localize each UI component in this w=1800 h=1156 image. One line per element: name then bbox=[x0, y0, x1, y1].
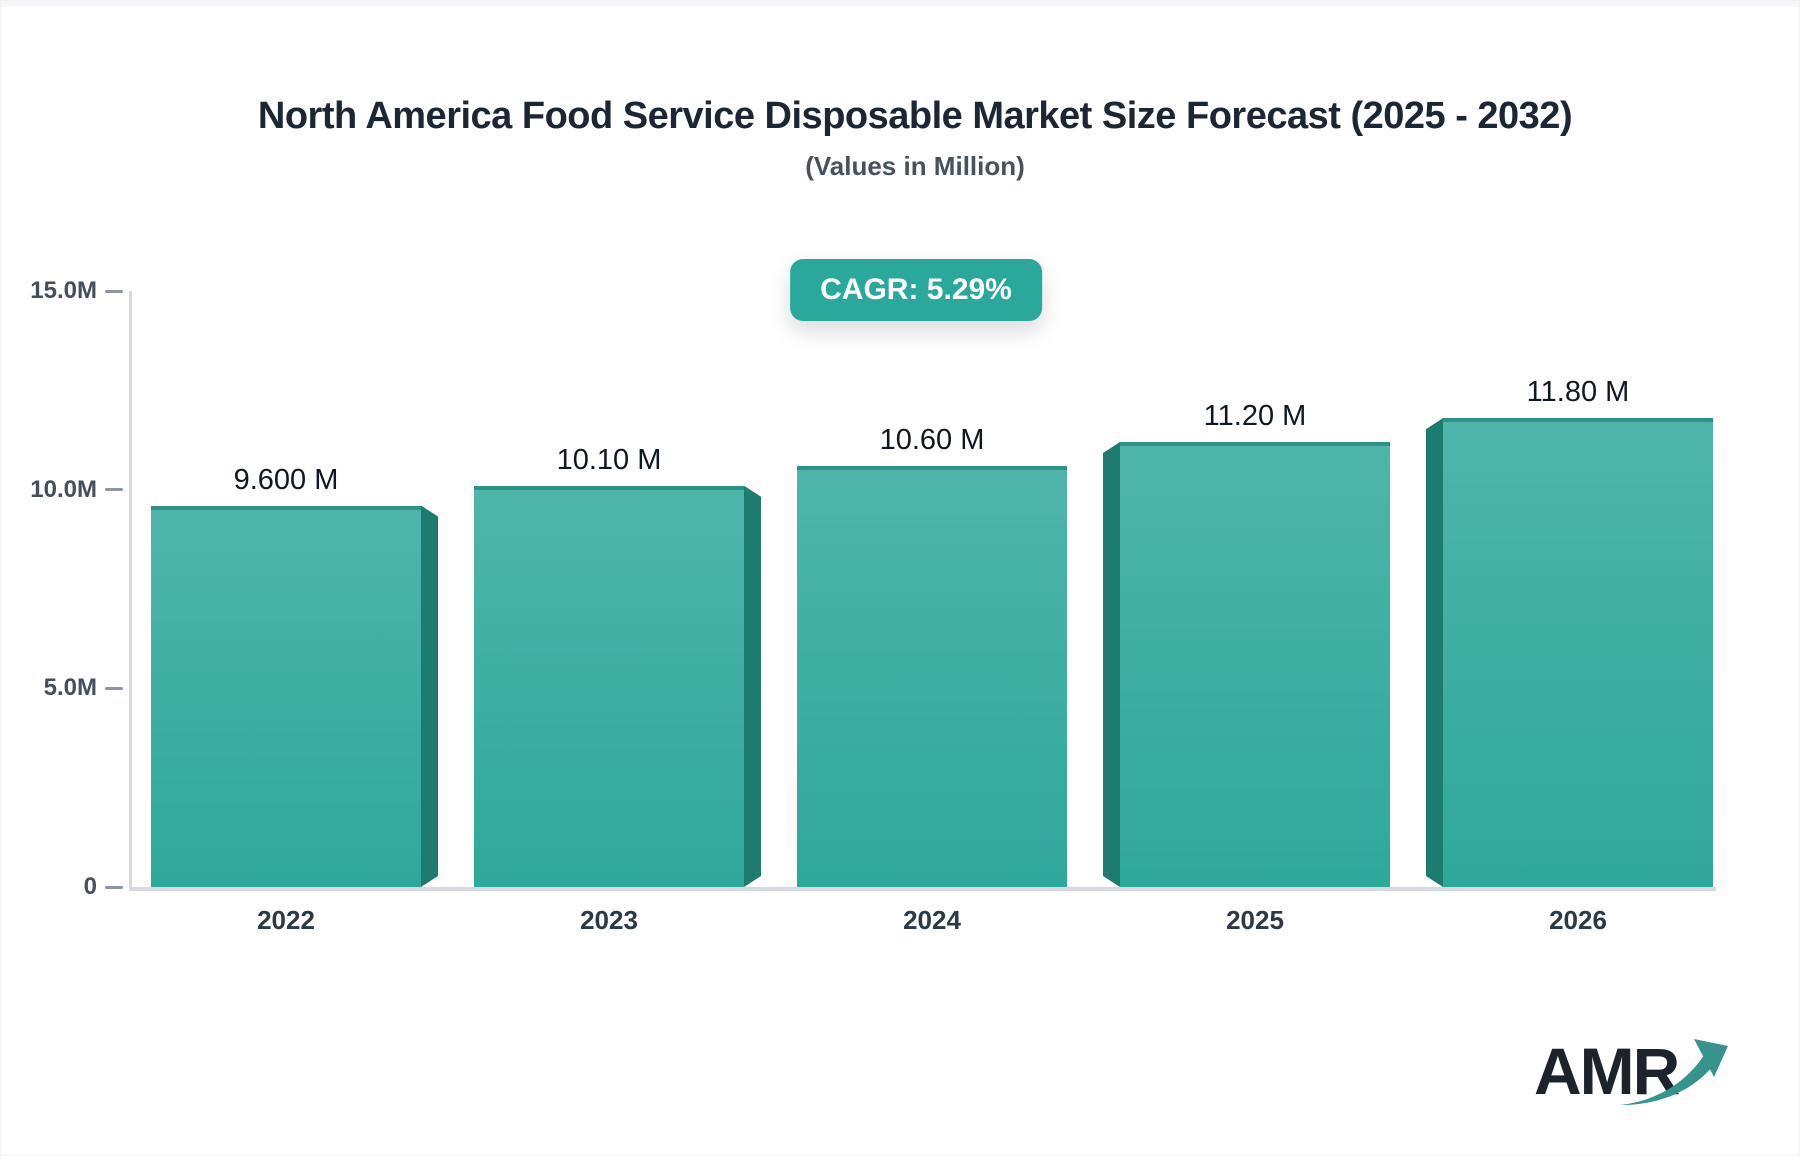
bar-2024 bbox=[797, 465, 1067, 887]
y-axis-tick-mark bbox=[105, 289, 123, 293]
bar-3d-side bbox=[1103, 442, 1120, 887]
x-axis-tick-label: 2024 bbox=[903, 905, 961, 935]
y-axis-tick-label: 0 bbox=[83, 873, 97, 900]
bar-value-label: 11.80 M bbox=[1526, 376, 1630, 409]
x-axis-tick-label: 2023 bbox=[580, 905, 638, 935]
chart-title: North America Food Service Disposable Ma… bbox=[257, 95, 1573, 137]
y-axis-line bbox=[129, 291, 132, 890]
top-border-strip bbox=[1, 1, 1799, 7]
y-axis-tick-label: 5.0M bbox=[43, 674, 97, 702]
bar-3d-side bbox=[421, 506, 438, 887]
bar-value-label: 10.10 M bbox=[556, 443, 662, 476]
bar-3d-side bbox=[1426, 418, 1443, 887]
bar-2025 bbox=[1120, 441, 1390, 887]
x-axis-tick-label: 2026 bbox=[1549, 905, 1607, 935]
y-axis-tick-mark bbox=[105, 686, 123, 690]
bar-value-label: 10.60 M bbox=[879, 423, 985, 456]
amr-logo: AMR bbox=[1534, 1033, 1754, 1123]
chart-subtitle: (Values in Million) bbox=[805, 151, 1025, 181]
logo-arrow-icon bbox=[1620, 1039, 1728, 1105]
x-axis-baseline bbox=[129, 887, 1716, 891]
bar-3d-side bbox=[744, 486, 761, 887]
y-axis-tick-label: 15.0M bbox=[30, 277, 97, 304]
bar-2022 bbox=[151, 505, 421, 887]
bar-2023 bbox=[474, 485, 744, 887]
x-axis-tick-label: 2025 bbox=[1226, 905, 1284, 935]
bar-2026 bbox=[1443, 418, 1713, 887]
cagr-badge: CAGR: 5.29% bbox=[790, 259, 1042, 321]
bar-value-label: 9.600 M bbox=[233, 463, 339, 496]
y-axis-tick-mark bbox=[105, 885, 123, 889]
bar-value-label: 11.20 M bbox=[1203, 399, 1307, 432]
y-axis-tick-label: 10.0M bbox=[30, 475, 97, 503]
x-axis-tick-label: 2022 bbox=[257, 905, 315, 935]
y-axis-tick-mark bbox=[105, 488, 123, 492]
